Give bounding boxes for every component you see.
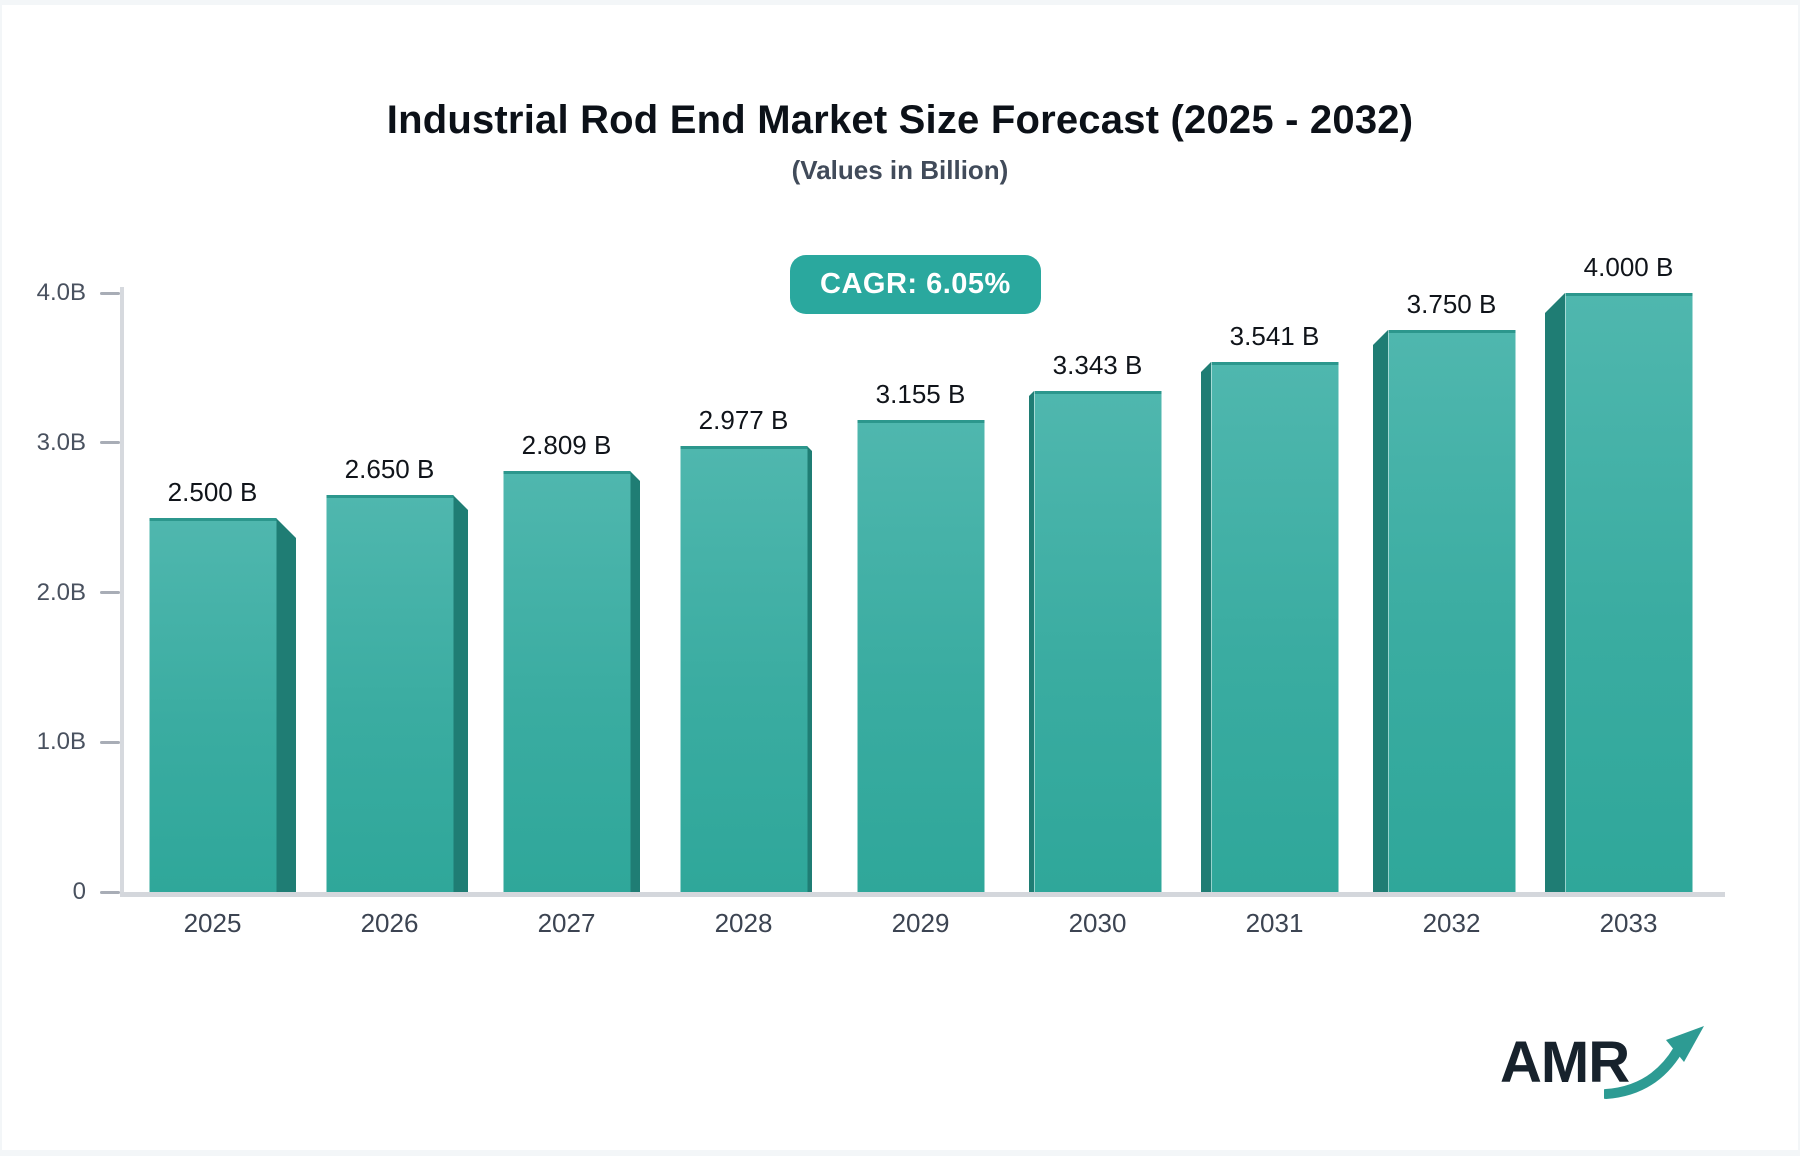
y-tick-label: 1.0B xyxy=(36,728,86,756)
y-tick: 2.0B xyxy=(36,578,120,606)
bar-value-label: 3.155 B xyxy=(875,379,966,409)
x-axis-label: 2033 xyxy=(1599,908,1658,938)
y-tick: 1.0B xyxy=(36,728,120,756)
y-axis: 0 1.0B 2.0B 3.0B 4.0B xyxy=(2,279,120,905)
chart-subtitle: (Values in Billion) xyxy=(791,155,1009,185)
bar xyxy=(857,420,984,892)
amr-logo: AMR xyxy=(1500,1026,1704,1100)
x-axis-label: 2031 xyxy=(1245,908,1304,938)
x-axis-label: 2030 xyxy=(1068,908,1127,938)
growth-arrow-icon xyxy=(1604,1026,1704,1099)
bar xyxy=(326,495,453,892)
x-axis-label: 2028 xyxy=(714,908,773,938)
bar-group-2029: 3.155 B 2029 xyxy=(832,293,1009,938)
y-tick-label: 0 xyxy=(72,878,86,905)
bar-side-face xyxy=(453,495,468,892)
bar xyxy=(680,446,807,892)
y-tick-label: 2.0B xyxy=(36,578,86,606)
y-tick: 4.0B xyxy=(36,279,120,306)
bar xyxy=(1034,391,1161,892)
y-tick-mark xyxy=(100,890,120,894)
bar-group-2027: 2.809 B 2027 xyxy=(478,293,655,938)
x-axis-label: 2025 xyxy=(183,908,242,938)
amr-logo-text: AMR xyxy=(1500,1030,1630,1095)
y-tick-mark xyxy=(100,740,120,744)
bar-group-2031: 3.541 B 2031 xyxy=(1186,293,1363,938)
cagr-badge: CAGR: 6.05% xyxy=(790,255,1041,314)
x-axis-label: 2027 xyxy=(537,908,596,938)
x-axis-label: 2029 xyxy=(891,908,950,938)
bar-value-label: 2.650 B xyxy=(344,454,435,484)
bar-group-2030: 3.343 B 2030 xyxy=(1009,293,1186,938)
bar-value-label: 4.000 B xyxy=(1583,252,1674,282)
bar-value-label: 3.750 B xyxy=(1406,289,1497,319)
bar-side-face xyxy=(1029,391,1034,892)
bar xyxy=(1388,330,1515,892)
bar-group-2025: 2.500 B 2025 xyxy=(124,293,301,938)
chart-title: Industrial Rod End Market Size Forecast … xyxy=(386,98,1414,142)
bar xyxy=(1211,362,1338,892)
bar-side-face xyxy=(276,518,296,892)
y-tick: 3.0B xyxy=(36,428,120,456)
y-tick-mark xyxy=(100,291,120,295)
y-tick-label: 4.0B xyxy=(36,279,86,306)
bar-value-label: 2.809 B xyxy=(521,430,612,460)
bar-series: 2.500 B 2025 2.650 B 2026 2.809 B 2027 2.977 B… xyxy=(124,252,1717,938)
bar-value-label: 3.541 B xyxy=(1229,321,1320,351)
y-tick: 0 xyxy=(72,878,120,905)
bar-side-face xyxy=(1373,330,1388,892)
x-axis-label: 2026 xyxy=(360,908,419,938)
y-axis-line xyxy=(120,287,124,894)
bar-group-2033: 4.000 B 2033 xyxy=(1540,252,1717,938)
bar-side-face xyxy=(1201,362,1211,892)
y-tick-mark xyxy=(100,441,120,445)
bar xyxy=(1565,293,1692,892)
bar-side-face xyxy=(807,446,812,892)
y-tick-label: 3.0B xyxy=(36,428,86,456)
y-tick-mark xyxy=(100,591,120,594)
bar-group-2032: 3.750 B 2032 xyxy=(1363,289,1540,938)
x-axis-line xyxy=(120,892,1725,897)
bar-group-2028: 2.977 B 2028 xyxy=(655,293,832,938)
plot-area: 2.500 B 2025 2.650 B 2026 2.809 B 2027 2.977 B… xyxy=(120,252,1725,938)
chart-card: Industrial Rod End Market Size Forecast … xyxy=(2,5,1798,1150)
bar-value-label: 2.500 B xyxy=(167,477,258,507)
bar-side-face xyxy=(630,471,640,892)
bar xyxy=(149,518,276,892)
bar xyxy=(503,471,630,892)
bar-group-2026: 2.650 B 2026 xyxy=(301,293,478,938)
bar-side-face xyxy=(1545,293,1565,892)
bar-value-label: 2.977 B xyxy=(698,405,789,435)
bar-value-label: 3.343 B xyxy=(1052,350,1143,380)
x-axis-label: 2032 xyxy=(1422,908,1481,938)
